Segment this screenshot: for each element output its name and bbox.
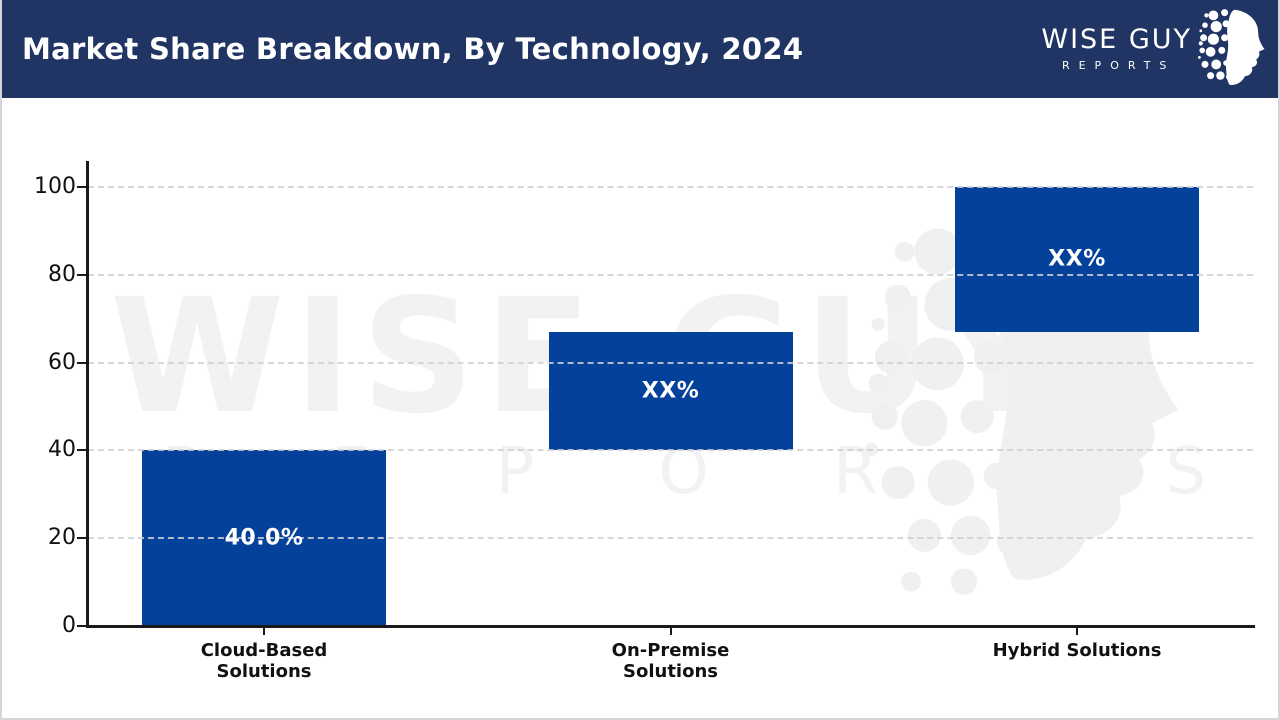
y-tick-mark bbox=[77, 361, 86, 364]
y-tick-label: 80 bbox=[48, 261, 76, 287]
gridline-100 bbox=[88, 186, 1253, 188]
brand-name: WISE GUY bbox=[1041, 24, 1192, 55]
category-label: On-Premise Solutions bbox=[501, 640, 841, 682]
gridline-60 bbox=[88, 361, 1253, 364]
brand-logo: WISE GUY REPORTS bbox=[1041, 7, 1270, 91]
y-tick-mark bbox=[77, 449, 86, 452]
brand-head-icon bbox=[1198, 9, 1265, 86]
y-tick-mark bbox=[77, 625, 86, 627]
category-label-line: Solutions bbox=[216, 661, 312, 682]
y-tick-mark bbox=[77, 537, 86, 540]
y-tick-label: 60 bbox=[48, 349, 76, 375]
category-label-line: On-Premise bbox=[611, 640, 730, 661]
chart-bar bbox=[955, 187, 1199, 332]
gridline-40 bbox=[88, 449, 1253, 452]
gridline-20 bbox=[88, 537, 1253, 540]
x-tick-mark bbox=[263, 628, 265, 635]
bar-value-label: XX% bbox=[1048, 246, 1106, 272]
bar-value-label: XX% bbox=[641, 378, 700, 404]
y-tick-label: 0 bbox=[62, 613, 76, 638]
y-tick-label: 100 bbox=[34, 174, 76, 199]
x-tick-mark bbox=[1076, 628, 1078, 635]
header-bar: Market Share Breakdown, By Technology, 2… bbox=[0, 0, 1280, 98]
category-label-line: Hybrid Solutions bbox=[992, 640, 1162, 661]
y-tick-label: 20 bbox=[48, 525, 76, 551]
y-tick-mark bbox=[77, 273, 86, 276]
category-label: Hybrid Solutions bbox=[907, 640, 1247, 661]
page-title: Market Share Breakdown, By Technology, 2… bbox=[22, 32, 804, 66]
y-tick-label: 40 bbox=[48, 437, 76, 463]
gridline-80 bbox=[88, 273, 1253, 276]
category-label-line: Solutions bbox=[623, 661, 718, 682]
y-axis-line bbox=[86, 161, 89, 628]
category-label-line: Cloud-Based bbox=[200, 640, 328, 661]
x-axis-line bbox=[86, 625, 1255, 628]
category-label: Cloud-Based Solutions bbox=[94, 640, 434, 682]
y-tick-mark bbox=[77, 186, 86, 188]
brand-subname: REPORTS bbox=[1061, 59, 1176, 72]
chart-bar bbox=[548, 331, 793, 451]
bar-value-label: 40.0% bbox=[224, 525, 304, 551]
brand-logo-text: WISE GUY REPORTS bbox=[1041, 26, 1192, 72]
x-tick-mark bbox=[669, 628, 672, 635]
